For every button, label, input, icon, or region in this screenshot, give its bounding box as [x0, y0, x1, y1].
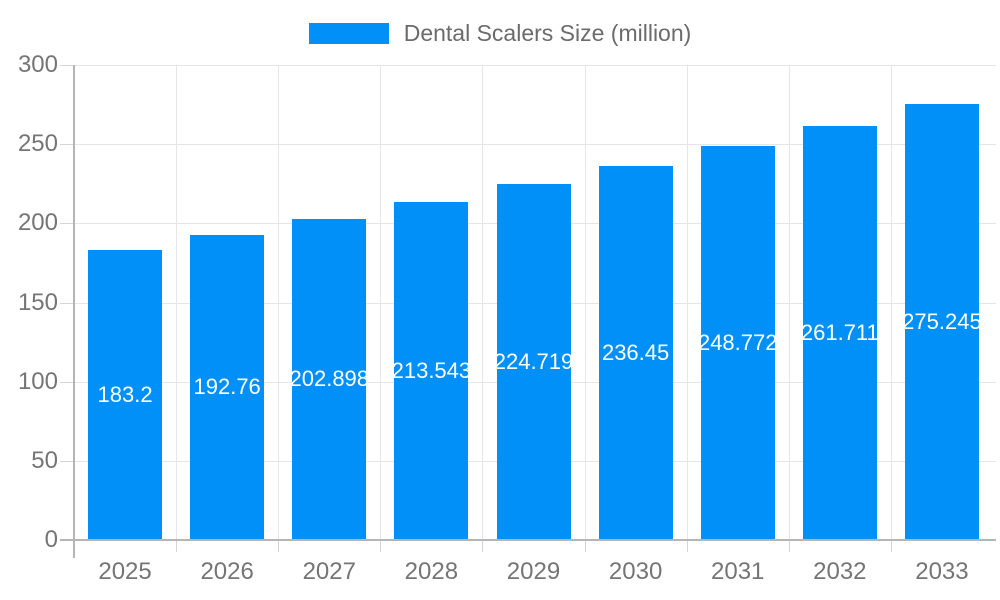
- x-axis-tick: [278, 540, 280, 552]
- y-axis-tick: [60, 144, 74, 146]
- x-tick-label: 2028: [404, 558, 459, 585]
- bar-value-label: 213.543: [394, 357, 469, 383]
- y-axis-tick: [60, 381, 74, 383]
- legend-label: Dental Scalers Size (million): [403, 19, 692, 46]
- bar-2032[interactable]: 261.711: [802, 125, 877, 540]
- gridline-v: [278, 65, 280, 540]
- bar-value-label: 236.45: [601, 339, 670, 365]
- gridline-v: [482, 65, 484, 540]
- x-axis-tick: [584, 540, 586, 552]
- bar-value-label: 248.772: [700, 330, 775, 356]
- y-axis-line: [73, 65, 75, 558]
- y-tick-label: 0: [44, 526, 58, 553]
- gridline-v: [380, 65, 382, 540]
- x-axis-tick: [380, 540, 382, 552]
- bar-value-label: 261.711: [802, 319, 877, 345]
- y-tick-label: 100: [17, 367, 58, 395]
- x-axis-tick: [788, 540, 790, 552]
- x-tick-label: 2029: [506, 558, 561, 585]
- bar-2033[interactable]: 275.245: [904, 104, 979, 540]
- y-axis-tick: [60, 65, 74, 66]
- x-tick-label: 2027: [302, 558, 356, 585]
- bar-2031[interactable]: 248.772: [700, 146, 775, 540]
- bar-value-label: 202.898: [292, 366, 367, 392]
- y-axis-tick: [60, 460, 74, 462]
- x-axis-tick: [482, 540, 484, 552]
- bar-value-label: 275.245: [904, 309, 979, 335]
- bar-2028[interactable]: 213.543: [394, 201, 469, 540]
- y-tick-label: 50: [31, 446, 58, 474]
- gridline-v: [176, 65, 178, 540]
- gridline-v: [890, 65, 892, 540]
- legend-item-dental-scalers-size[interactable]: Dental Scalers Size (million): [308, 19, 692, 47]
- bar-2026[interactable]: 192.76: [190, 234, 265, 540]
- bar-2025[interactable]: 183.2: [88, 249, 163, 540]
- bar-2029[interactable]: 224.719: [496, 184, 571, 540]
- bar-value-label: 224.719: [496, 349, 571, 375]
- gridline-v: [788, 65, 790, 540]
- x-tick-label: 2026: [200, 558, 254, 585]
- gridline-v: [584, 65, 586, 540]
- x-axis-tick: [176, 540, 178, 552]
- x-axis-line: [60, 539, 996, 541]
- y-tick-label: 150: [17, 288, 58, 316]
- y-tick-label: 250: [17, 130, 58, 158]
- x-axis-tick: [686, 540, 688, 552]
- y-axis-tick: [60, 302, 74, 304]
- y-tick-label: 300: [17, 51, 58, 78]
- bar-value-label: 192.76: [193, 374, 261, 400]
- x-tick-label: 2033: [915, 558, 969, 585]
- bar-2030[interactable]: 236.45: [598, 165, 673, 540]
- legend: Dental Scalers Size (million): [0, 20, 1000, 46]
- y-tick-label: 200: [17, 209, 58, 237]
- x-axis-tick: [890, 540, 892, 552]
- gridline-h: [74, 65, 996, 66]
- x-tick-label: 2032: [813, 558, 867, 585]
- y-axis-tick: [60, 223, 74, 225]
- x-tick-label: 2031: [711, 558, 765, 585]
- gridline-h: [74, 144, 996, 146]
- x-tick-label: 2030: [608, 558, 663, 585]
- gridline-v: [686, 65, 688, 540]
- x-tick-label: 2025: [98, 558, 152, 585]
- bar-2027[interactable]: 202.898: [292, 218, 367, 540]
- legend-swatch: [308, 22, 389, 44]
- bar-value-label: 183.2: [97, 381, 153, 407]
